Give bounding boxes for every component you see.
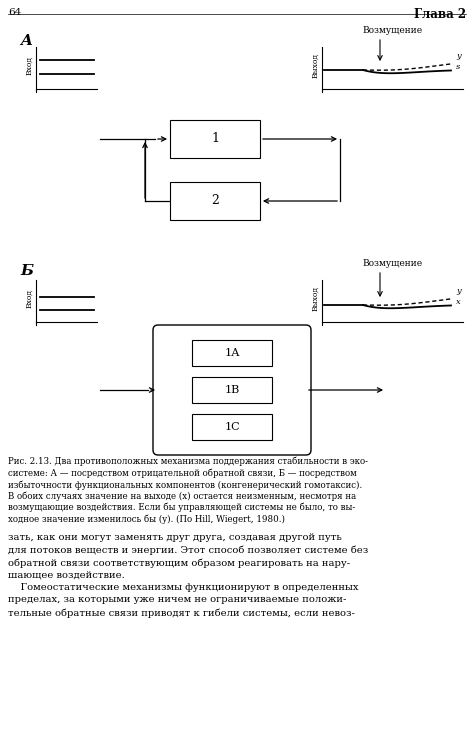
Text: 64: 64 [8, 8, 21, 17]
Text: возмущающие воздействия. Если бы управляющей системы не было, то вы-: возмущающие воздействия. Если бы управля… [8, 503, 355, 513]
Text: Гомеостатические механизмы функционируют в определенных: Гомеостатические механизмы функционируют… [8, 583, 358, 592]
Text: для потоков веществ и энергии. Этот способ позволяет системе без: для потоков веществ и энергии. Этот спос… [8, 545, 368, 555]
Bar [192, 340, 272, 366]
Text: 1: 1 [211, 132, 219, 146]
Text: x: x [456, 298, 461, 306]
Text: y: y [456, 287, 461, 295]
FancyBboxPatch shape [153, 325, 311, 455]
Text: Возмущение: Возмущение [363, 259, 423, 268]
Text: Б: Б [20, 264, 33, 278]
Text: Выход: Выход [311, 53, 319, 78]
Text: Вход: Вход [25, 56, 33, 75]
Bar [192, 414, 272, 440]
Bar [170, 182, 260, 220]
Text: Вход: Вход [25, 289, 33, 308]
Text: системе: А — посредством отрицательной обратной связи, Б — посредством: системе: А — посредством отрицательной о… [8, 468, 357, 478]
Bar [192, 377, 272, 403]
Text: В обоих случаях значение на выходе (x) остается неизменным, несмотря на: В обоих случаях значение на выходе (x) о… [8, 491, 356, 501]
Text: Выход: Выход [311, 286, 319, 311]
Text: шающее воздействие.: шающее воздействие. [8, 571, 125, 579]
Text: 1В: 1В [224, 385, 240, 395]
Text: 1А: 1А [224, 348, 240, 358]
Text: обратной связи соответствующим образом реагировать на нару-: обратной связи соответствующим образом р… [8, 558, 350, 568]
Text: A: A [20, 34, 32, 48]
Text: 1С: 1С [224, 422, 240, 432]
Text: ходное значение изменилось бы (y). (По Hill, Wiegert, 1980.): ходное значение изменилось бы (y). (По H… [8, 514, 285, 524]
Text: избыточности функциональных компонентов (конгенерический гомотаксис).: избыточности функциональных компонентов … [8, 480, 362, 489]
Text: тельные обратные связи приводят к гибели системы, если невоз-: тельные обратные связи приводят к гибели… [8, 608, 355, 617]
Text: зать, как они могут заменять друг друга, создавая другой путь: зать, как они могут заменять друг друга,… [8, 533, 342, 542]
Text: y: y [456, 52, 461, 60]
Text: 2: 2 [211, 195, 219, 207]
Text: Рис. 2.13. Два противоположных механизма поддержания стабильности в эко-: Рис. 2.13. Два противоположных механизма… [8, 457, 368, 466]
Bar [170, 120, 260, 158]
Text: s: s [456, 63, 460, 71]
Text: Глава 2: Глава 2 [414, 8, 466, 21]
Text: пределах, за которыми уже ничем не ограничиваемые положи-: пределах, за которыми уже ничем не огран… [8, 596, 346, 605]
Text: Возмущение: Возмущение [363, 26, 423, 35]
